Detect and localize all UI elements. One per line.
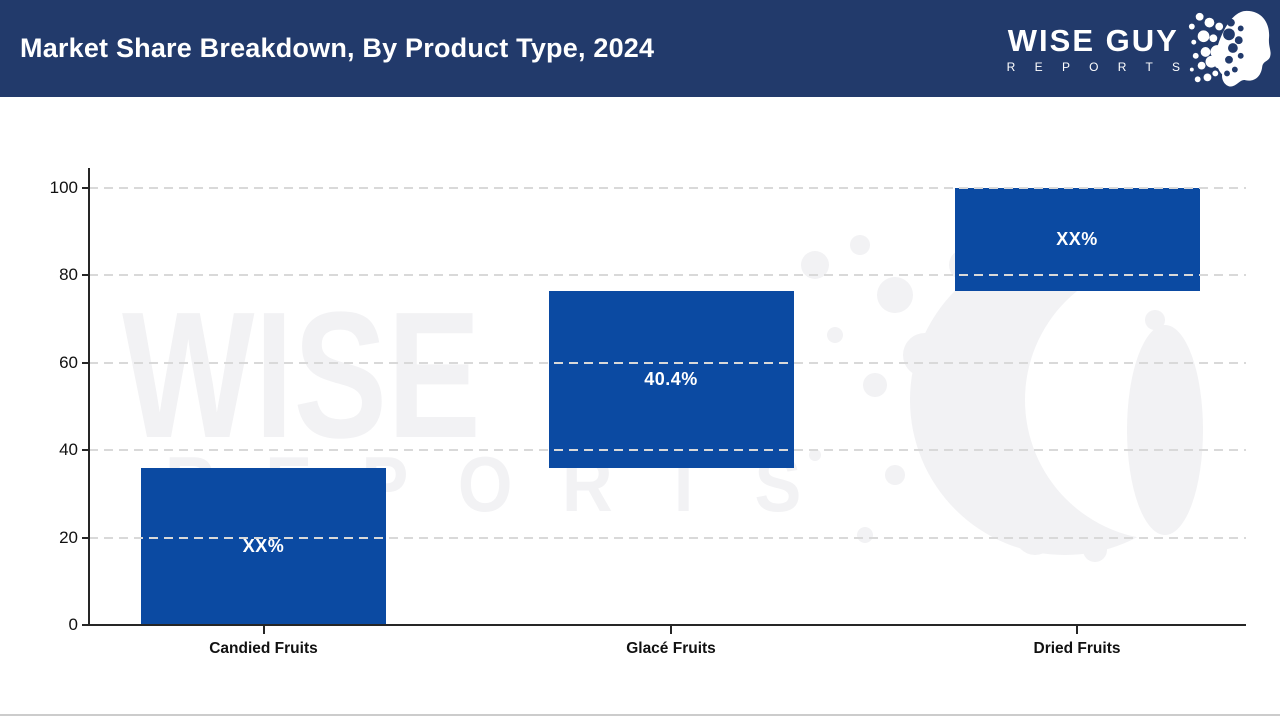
y-tick-mark-80	[82, 274, 89, 276]
y-tick-label-100: 100	[49, 177, 78, 197]
bar-2: XX%	[954, 187, 1200, 292]
gridline-80	[89, 274, 1246, 276]
bottom-border-rule	[0, 714, 1280, 716]
y-tick-mark-0	[82, 624, 89, 626]
gridline-100	[89, 186, 1246, 189]
x-axis-line	[88, 624, 1246, 626]
y-tick-label-20: 20	[59, 527, 78, 547]
header-bar: Market Share Breakdown, By Product Type,…	[0, 0, 1280, 97]
brand-subtitle: R E P O R T S	[1006, 60, 1188, 74]
y-tick-mark-100	[82, 186, 89, 189]
chart-title: Market Share Breakdown, By Product Type,…	[20, 33, 655, 63]
y-axis-line	[88, 168, 90, 626]
bar-0: XX%	[141, 467, 386, 625]
y-tick-label-40: 40	[59, 440, 78, 459]
x-category-label-0: Candied Fruits	[209, 640, 318, 657]
brand-logo: WISE GUY R E P O R T S	[1007, 6, 1272, 92]
gridline-60	[89, 361, 1246, 364]
gridline-20	[89, 536, 1246, 539]
y-tick-label-60: 60	[59, 352, 78, 372]
bar-1: 40.4%	[548, 291, 794, 468]
dotted-head-logo-icon	[1188, 10, 1271, 87]
x-category-label-1: Glacé Fruits	[626, 640, 716, 657]
y-tick-mark-20	[82, 536, 89, 539]
x-category-label-2: Dried Fruits	[1033, 640, 1121, 657]
bar-value-label-1: 40.4%	[644, 369, 698, 390]
y-tick-mark-40	[82, 449, 89, 451]
watermark-head-icon	[801, 235, 1205, 562]
x-tick-mark-2	[1076, 626, 1078, 634]
brand-name: WISE GUY	[1007, 23, 1179, 58]
y-tick-label-0: 0	[68, 615, 78, 634]
y-tick-label-80: 80	[59, 265, 78, 284]
bar-value-label-0: XX%	[242, 535, 285, 556]
x-tick-mark-0	[262, 626, 265, 634]
gridline-40	[89, 449, 1246, 451]
brand-logo-text: WISE GUY R E P O R T S	[1007, 25, 1180, 73]
y-tick-mark-60	[82, 361, 89, 364]
bar-value-label-2: XX%	[1056, 228, 1098, 249]
watermark-word-top: WISE	[122, 275, 481, 476]
x-tick-mark-1	[670, 626, 672, 634]
